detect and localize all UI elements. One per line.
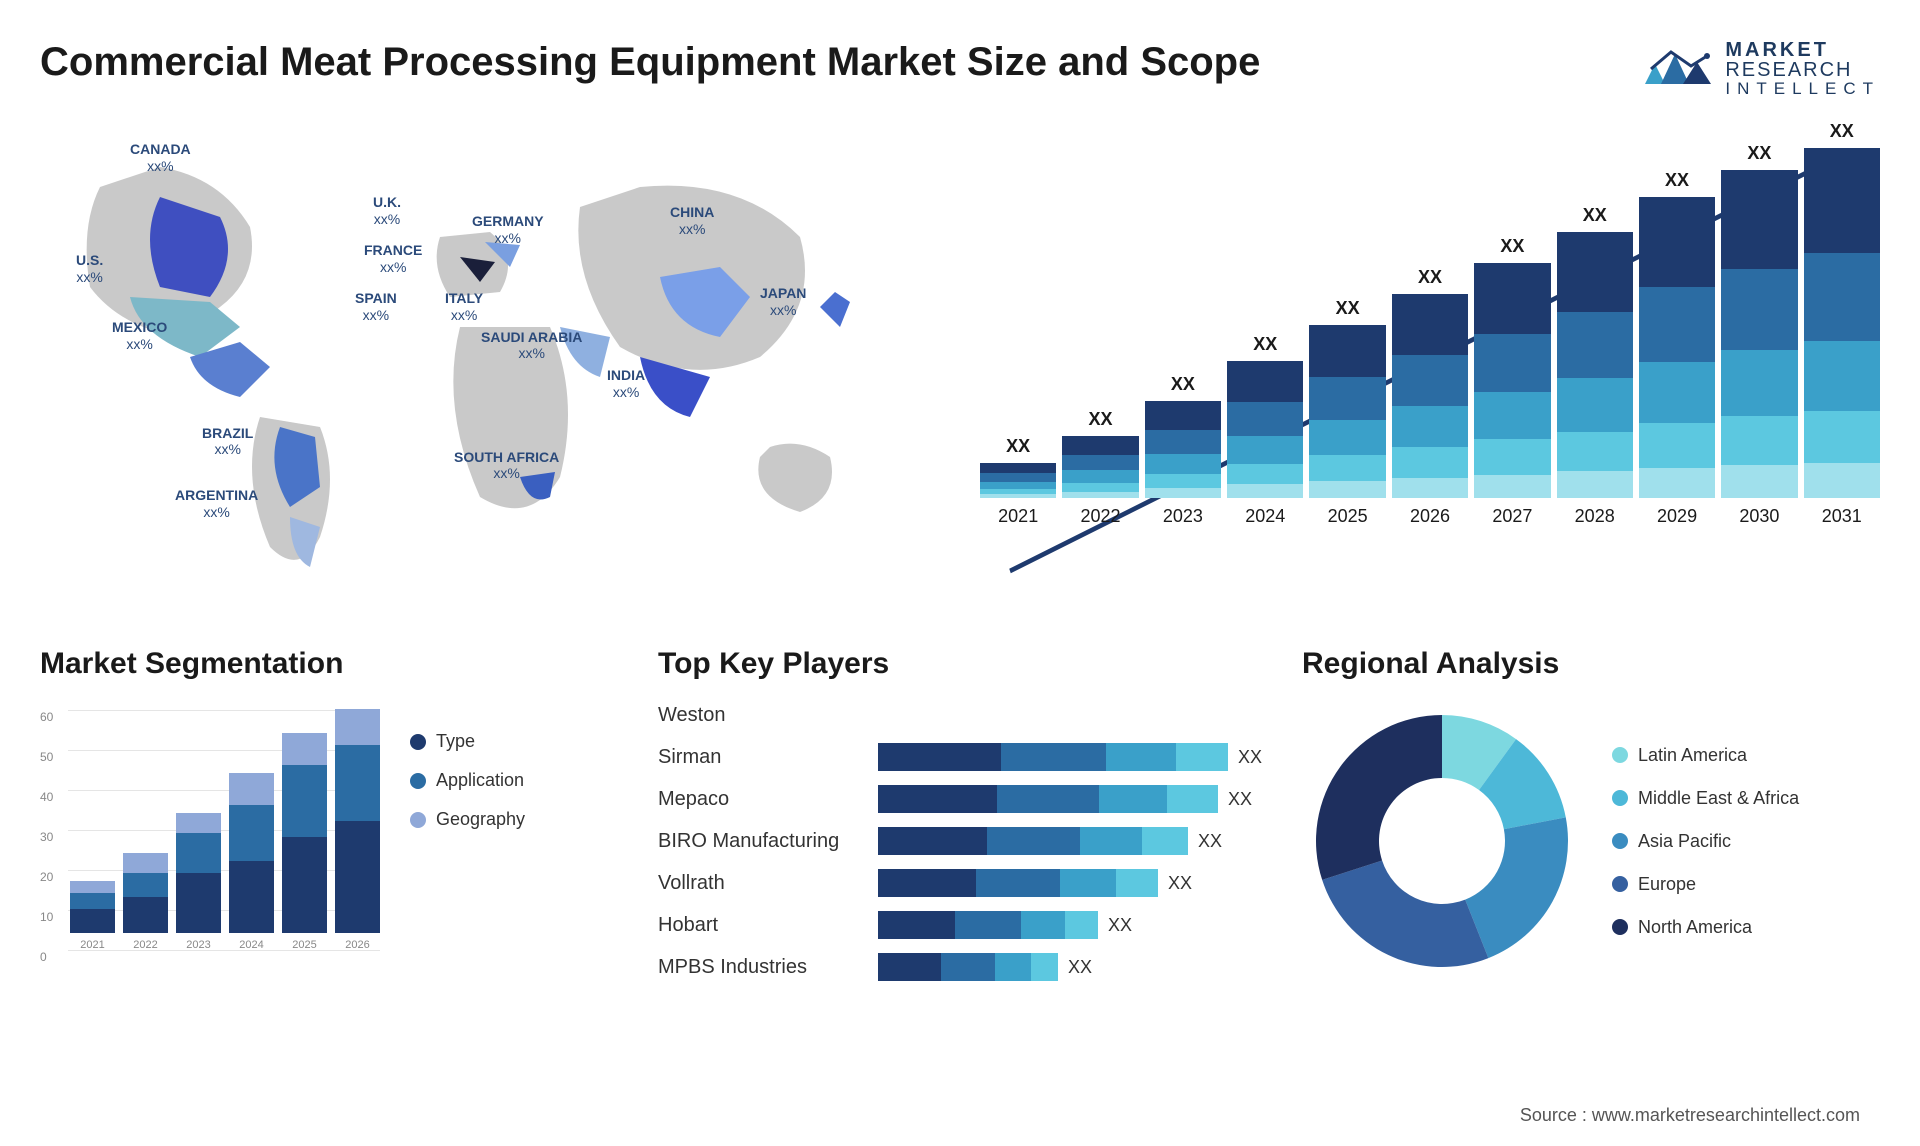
player-name: BIRO Manufacturing <box>658 827 858 855</box>
trend-bar-value: XX <box>1336 298 1360 319</box>
map-label-japan: JAPANxx% <box>760 285 806 319</box>
seg-bar-2023: 2023 <box>176 813 221 951</box>
map-label-argentina: ARGENTINAxx% <box>175 487 258 521</box>
player-name: Mepaco <box>658 785 858 813</box>
player-name: Hobart <box>658 911 858 939</box>
trend-bar-2022: XX 2022 <box>1062 409 1138 527</box>
trend-bar-value: XX <box>1665 170 1689 191</box>
trend-x-label: 2028 <box>1575 506 1615 527</box>
page-title: Commercial Meat Processing Equipment Mar… <box>40 40 1260 85</box>
legend-item-geography: Geography <box>410 809 525 830</box>
player-name: MPBS Industries <box>658 953 858 981</box>
seg-bar-2024: 2024 <box>229 773 274 951</box>
player-name: Sirman <box>658 743 858 771</box>
trend-bar-2030: XX 2030 <box>1721 143 1797 527</box>
trend-bar-2023: XX 2023 <box>1145 374 1221 527</box>
brand-logo: MARKET RESEARCH INTELLECT <box>1643 40 1880 97</box>
trend-bar-2026: XX 2026 <box>1392 267 1468 527</box>
region-legend-latinamerica: Latin America <box>1612 745 1799 766</box>
logo-text-3: INTELLECT <box>1725 80 1880 97</box>
segmentation-legend: Type Application Geography <box>410 701 525 981</box>
trend-x-label: 2030 <box>1739 506 1779 527</box>
trend-bar-value: XX <box>1171 374 1195 395</box>
region-legend-asiapacific: Asia Pacific <box>1612 831 1799 852</box>
players-panel: Top Key Players Weston Sirman Mepaco BIRO M… <box>658 647 1262 981</box>
player-name: Weston <box>658 701 858 729</box>
map-label-india: INDIAxx% <box>607 367 645 401</box>
map-label-saudiarabia: SAUDI ARABIAxx% <box>481 329 582 363</box>
player-row <box>878 701 1262 729</box>
map-label-germany: GERMANYxx% <box>472 213 544 247</box>
player-row: XX <box>878 869 1262 897</box>
region-legend-northamerica: North America <box>1612 917 1799 938</box>
map-label-brazil: BRAZILxx% <box>202 425 253 459</box>
regional-title: Regional Analysis <box>1302 647 1880 681</box>
map-label-canada: CANADAxx% <box>130 141 191 175</box>
region-legend-europe: Europe <box>1612 874 1799 895</box>
logo-text-2: RESEARCH <box>1725 60 1880 80</box>
map-label-spain: SPAINxx% <box>355 290 397 324</box>
map-label-uk: U.K.xx% <box>373 194 401 228</box>
seg-bar-2025: 2025 <box>282 733 327 951</box>
segmentation-title: Market Segmentation <box>40 647 618 681</box>
trend-x-label: 2023 <box>1163 506 1203 527</box>
trend-bar-value: XX <box>1500 236 1524 257</box>
map-label-us: U.S.xx% <box>76 252 103 286</box>
world-map-panel: CANADAxx% U.S.xx% MEXICOxx% BRAZILxx% ARGENT… <box>40 127 940 607</box>
trend-bar-value: XX <box>1089 409 1113 430</box>
trend-bar-value: XX <box>1418 267 1442 288</box>
trend-bar-value: XX <box>1253 334 1277 355</box>
trend-bar-value: XX <box>1583 205 1607 226</box>
player-name: Vollrath <box>658 869 858 897</box>
players-title: Top Key Players <box>658 647 1262 681</box>
trend-chart: XX 2021 XX 2022 XX 2023 XX 2024 XX 2025 XX 2026 XX 20… <box>980 127 1880 607</box>
map-label-italy: ITALYxx% <box>445 290 483 324</box>
player-row: XX <box>878 743 1262 771</box>
trend-bar-value: XX <box>1006 436 1030 457</box>
seg-bar-2021: 2021 <box>70 881 115 951</box>
regional-panel: Regional Analysis Latin America Middle Ea… <box>1302 647 1880 981</box>
trend-bar-2024: XX 2024 <box>1227 334 1303 527</box>
trend-x-label: 2027 <box>1492 506 1532 527</box>
trend-x-label: 2031 <box>1822 506 1862 527</box>
regional-legend: Latin America Middle East & Africa Asia Pa… <box>1612 745 1799 938</box>
trend-x-label: 2022 <box>1081 506 1121 527</box>
trend-x-label: 2025 <box>1328 506 1368 527</box>
regional-donut <box>1302 701 1582 981</box>
segmentation-chart: 0102030405060202120222023202420252026 <box>40 701 380 981</box>
donut-seg-asiapacific <box>1465 817 1568 958</box>
donut-seg-europe <box>1322 860 1488 967</box>
world-map-icon <box>40 127 940 607</box>
map-label-france: FRANCExx% <box>364 242 422 276</box>
logo-text-1: MARKET <box>1725 40 1880 60</box>
map-label-china: CHINAxx% <box>670 204 714 238</box>
trend-bar-2021: XX 2021 <box>980 436 1056 527</box>
seg-bar-2026: 2026 <box>335 709 380 951</box>
trend-x-label: 2029 <box>1657 506 1697 527</box>
trend-bar-2029: XX 2029 <box>1639 170 1715 527</box>
region-legend-middleeastafrica: Middle East & Africa <box>1612 788 1799 809</box>
source-text: Source : www.marketresearchintellect.com <box>1520 1105 1860 1126</box>
trend-bar-2031: XX 2031 <box>1804 121 1880 527</box>
seg-bar-2022: 2022 <box>123 853 168 951</box>
donut-seg-northamerica <box>1316 715 1442 880</box>
trend-bar-2028: XX 2028 <box>1557 205 1633 527</box>
legend-item-type: Type <box>410 731 525 752</box>
map-label-mexico: MEXICOxx% <box>112 319 167 353</box>
player-row: XX <box>878 827 1262 855</box>
segmentation-panel: Market Segmentation 01020304050602021202… <box>40 647 618 981</box>
trend-x-label: 2021 <box>998 506 1038 527</box>
player-row: XX <box>878 785 1262 813</box>
trend-bar-value: XX <box>1830 121 1854 142</box>
trend-x-label: 2024 <box>1245 506 1285 527</box>
player-row: XX <box>878 953 1262 981</box>
map-label-southafrica: SOUTH AFRICAxx% <box>454 449 559 483</box>
trend-x-label: 2026 <box>1410 506 1450 527</box>
trend-bar-2025: XX 2025 <box>1309 298 1385 527</box>
legend-item-application: Application <box>410 770 525 791</box>
trend-bar-2027: XX 2027 <box>1474 236 1550 527</box>
player-row: XX <box>878 911 1262 939</box>
logo-icon <box>1643 44 1713 94</box>
trend-bar-value: XX <box>1747 143 1771 164</box>
